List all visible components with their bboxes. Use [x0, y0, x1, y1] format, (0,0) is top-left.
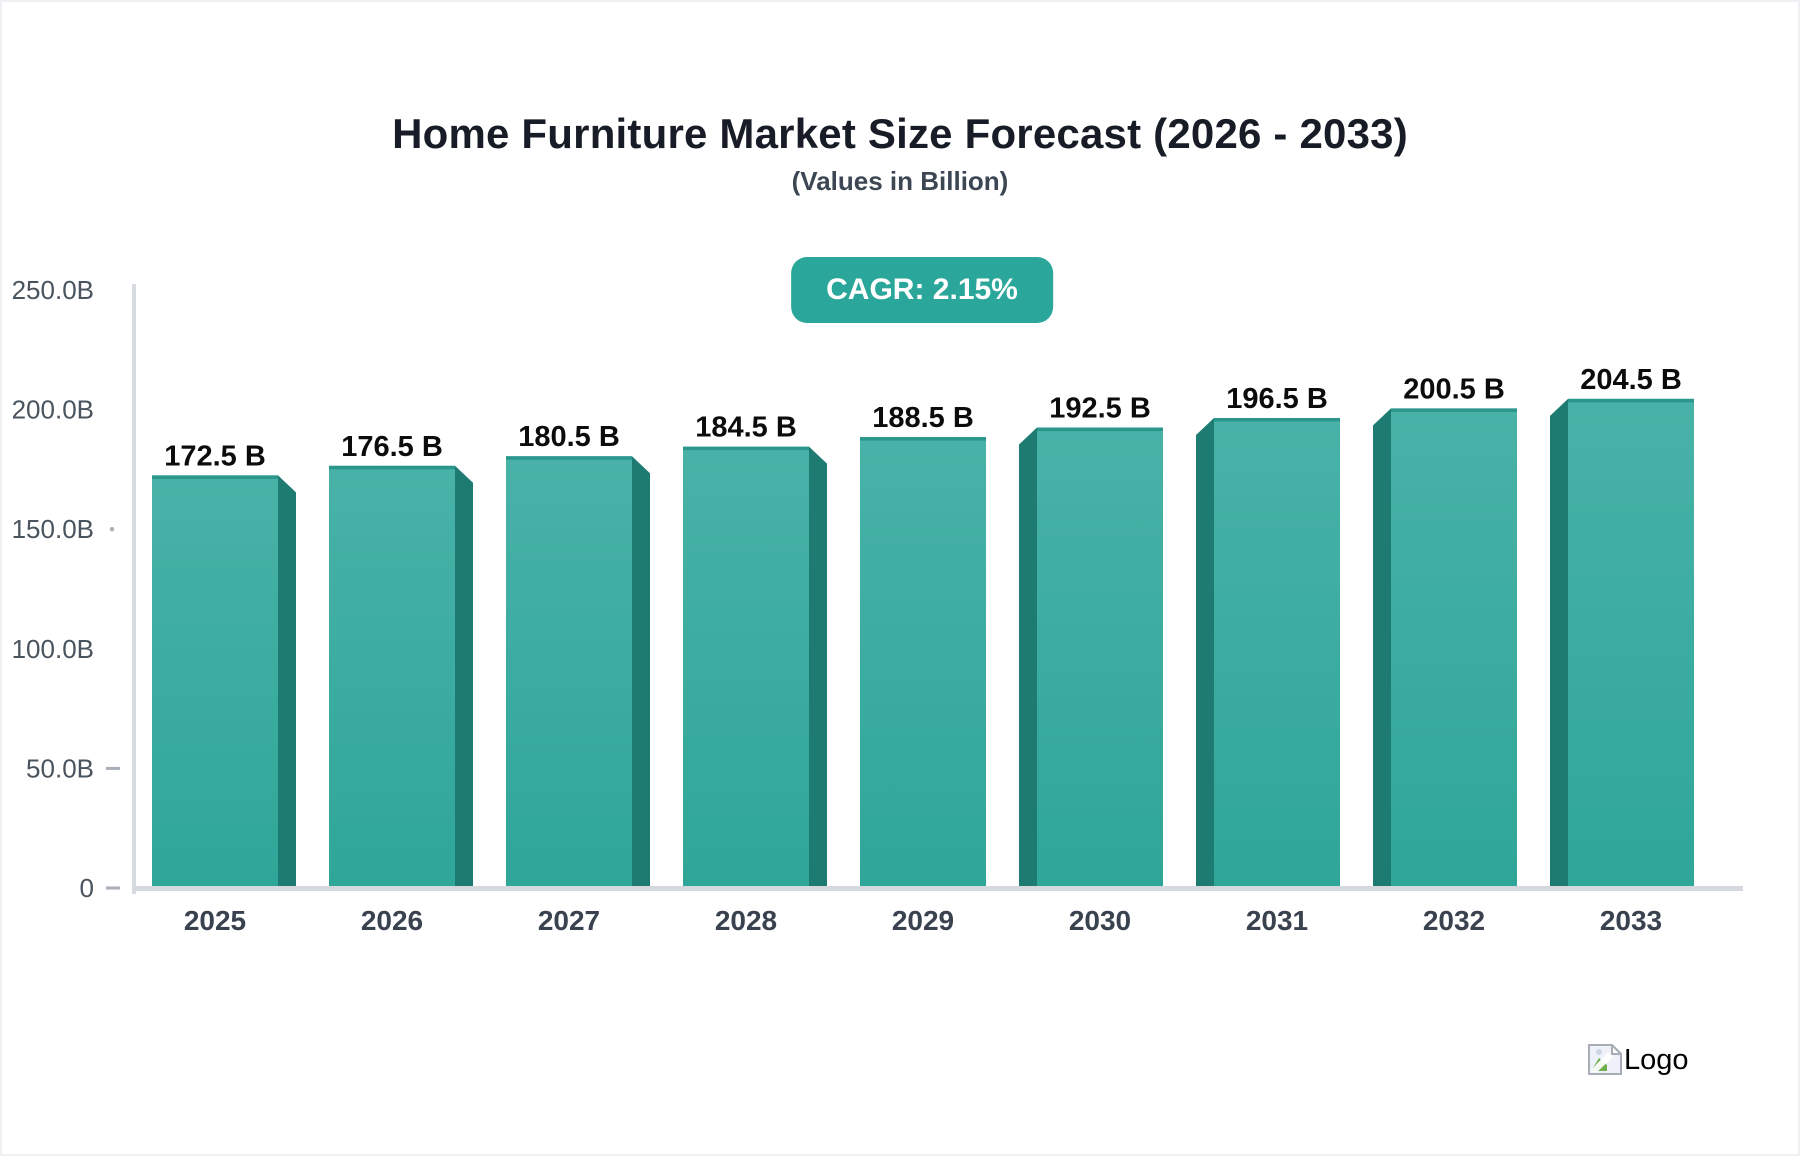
bar-top-edge: [329, 465, 455, 470]
x-axis-label: 2027: [538, 905, 600, 936]
broken-image-icon: [1588, 1044, 1622, 1075]
bar-top-edge: [506, 456, 632, 460]
y-axis-tick: [109, 527, 115, 532]
y-axis-label: 150.0B: [12, 514, 94, 544]
bar-side: [1373, 408, 1391, 891]
x-axis-label: 2025: [184, 905, 246, 936]
x-axis-label: 2029: [892, 905, 954, 936]
cagr-badge: CAGR: 2.15%: [791, 257, 1053, 323]
bar-value-label: 192.5 B: [1049, 393, 1151, 425]
bar-value-label: 188.5 B: [872, 402, 974, 434]
x-axis-label: 2028: [715, 905, 777, 936]
bar[interactable]: [860, 437, 986, 891]
page-title: Home Furniture Market Size Forecast (202…: [392, 110, 1408, 157]
y-axis-label: 250.0B: [12, 275, 94, 305]
x-axis-label: 2033: [1600, 905, 1662, 936]
bar-side: [278, 475, 296, 891]
y-axis-label: 200.0B: [12, 395, 94, 425]
bar-value-label: 172.5 B: [164, 440, 266, 472]
bar-side: [632, 456, 650, 891]
bar[interactable]: [1214, 417, 1340, 891]
y-axis-label: 50.0B: [26, 753, 94, 783]
y-axis-tick: [106, 886, 120, 890]
bar-value-label: 200.5 B: [1403, 373, 1505, 405]
x-axis-label: 2031: [1246, 905, 1308, 936]
bar[interactable]: [506, 456, 632, 891]
bar-side: [455, 465, 473, 891]
bar-side: [1196, 417, 1214, 891]
y-axis-label: 100.0B: [12, 634, 94, 664]
bar[interactable]: [329, 465, 455, 891]
bar-side: [1550, 398, 1568, 891]
bar-top-edge: [683, 446, 809, 451]
bar-top-edge: [1568, 398, 1694, 403]
bar-side: [1019, 427, 1037, 891]
bar-value-label: 196.5 B: [1226, 383, 1328, 415]
x-axis-label: 2030: [1069, 905, 1131, 936]
chart-subtitle: (Values in Billion): [791, 166, 1009, 196]
bar-value-label: 180.5 B: [518, 421, 620, 453]
bar-top-edge: [152, 475, 278, 479]
bar-top-edge: [1037, 427, 1163, 432]
bar[interactable]: [1568, 398, 1694, 891]
y-axis-tick: [106, 766, 120, 770]
bar-value-label: 184.5 B: [695, 412, 797, 444]
bar[interactable]: [1037, 427, 1163, 891]
bar-top-edge: [1214, 417, 1340, 422]
x-axis-line: [132, 886, 1743, 891]
y-axis-label: 0: [80, 873, 94, 903]
bar-top-edge: [860, 437, 986, 441]
logo: Logo: [1587, 1043, 1689, 1076]
bar-side: [809, 446, 827, 891]
logo-alt-text: Logo: [1624, 1044, 1689, 1076]
bar-value-label: 204.5 B: [1580, 364, 1682, 396]
bar[interactable]: [152, 475, 278, 891]
x-axis-label: 2026: [361, 905, 423, 936]
bar[interactable]: [1391, 408, 1517, 891]
x-axis-label: 2032: [1423, 905, 1485, 936]
bar-value-label: 176.5 B: [341, 431, 443, 463]
bar-top-edge: [1391, 408, 1517, 412]
y-axis-line: [132, 284, 136, 894]
bar[interactable]: [683, 446, 809, 891]
